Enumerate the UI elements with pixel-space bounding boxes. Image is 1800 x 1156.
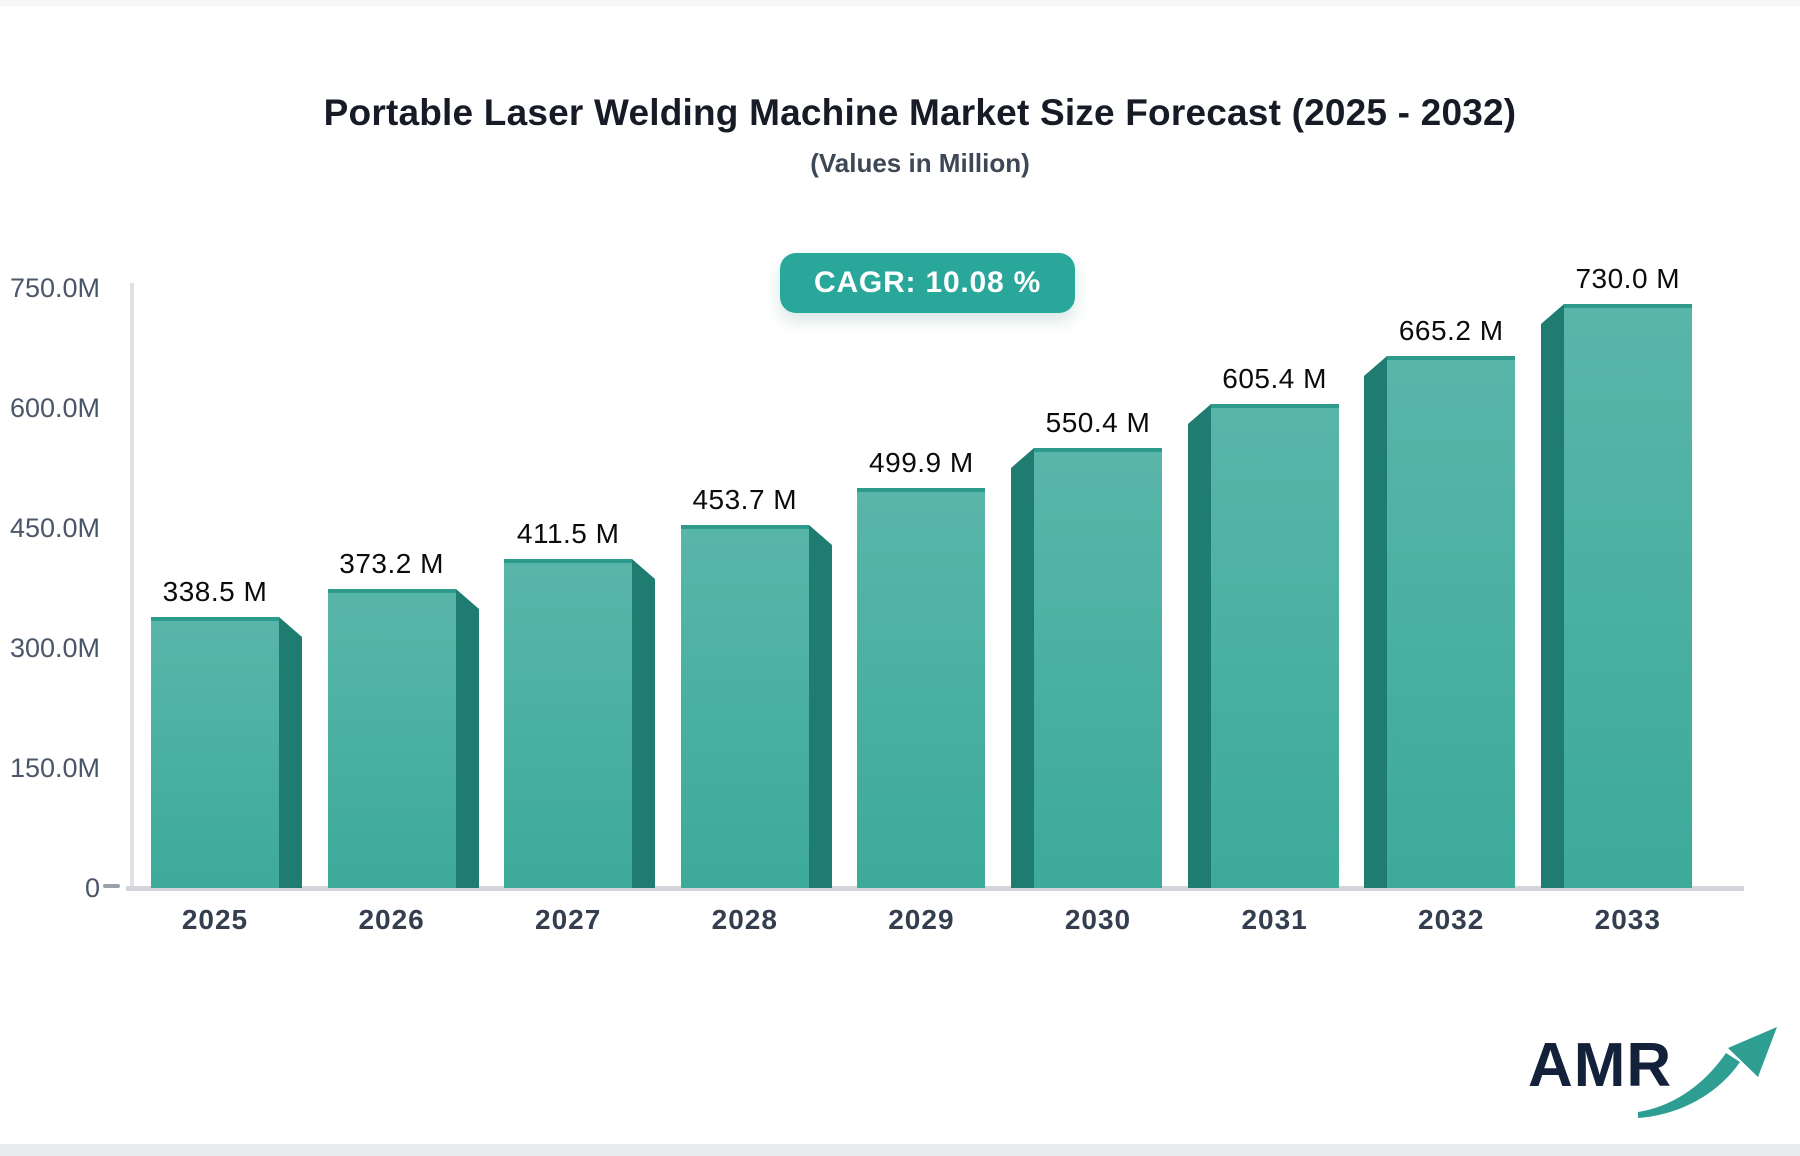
- x-axis-tick-label: 2031: [1241, 904, 1308, 935]
- bar-2027: [504, 559, 656, 893]
- chart-subtitle: (Values in Million): [810, 148, 1030, 178]
- bar-value-label: 665.2 M: [1398, 315, 1504, 346]
- top-border-strip: [0, 0, 1800, 6]
- amr-logo-arrow-icon: [1638, 1027, 1777, 1118]
- bar-value-label: 499.9 M: [869, 447, 974, 478]
- x-axis-tick-label: 2025: [181, 904, 249, 935]
- bar-2031: [1187, 404, 1339, 893]
- chart-title: Portable Laser Welding Machine Market Si…: [323, 92, 1517, 133]
- y-axis-tick-label: 150.0M: [9, 753, 100, 783]
- y-axis-tick-label: 0: [84, 873, 100, 903]
- bar-value-label: 730.0 M: [1575, 263, 1681, 294]
- x-axis-tick-label: 2032: [1418, 904, 1485, 935]
- zero-tick-mark: [103, 884, 120, 888]
- bar-2033: [1540, 304, 1692, 893]
- y-axis-tick-label: 300.0M: [9, 633, 100, 663]
- amr-logo-text: AMR: [1528, 1031, 1673, 1100]
- y-axis-line: [130, 283, 134, 888]
- bar-value-label: 605.4 M: [1222, 363, 1327, 394]
- x-axis-tick-label: 2030: [1064, 904, 1132, 935]
- bar-2029: [857, 488, 986, 893]
- x-axis-tick-label: 2028: [711, 904, 778, 935]
- bottom-border-strip: [0, 1144, 1800, 1156]
- bar-2028: [680, 525, 832, 893]
- y-axis-tick-label: 600.0M: [9, 393, 100, 423]
- cagr-badge: CAGR: 10.08 %: [780, 253, 1076, 313]
- bar-2032: [1364, 356, 1516, 893]
- bar-value-label: 411.5 M: [516, 518, 620, 549]
- y-axis-tick-label: 450.0M: [9, 513, 100, 543]
- bar-value-label: 550.4 M: [1045, 407, 1151, 438]
- bar-value-label: 373.2 M: [339, 548, 444, 579]
- x-axis-tick-label: 2026: [358, 904, 425, 935]
- x-axis-tick-label: 2029: [888, 904, 955, 935]
- x-axis-line: [126, 886, 1744, 891]
- amr-logo: AMR: [1528, 1022, 1777, 1122]
- bar-value-label: 453.7 M: [692, 484, 798, 515]
- bar-2030: [1011, 448, 1162, 893]
- bar-value-label: 338.5 M: [162, 576, 268, 607]
- y-axis-tick-label: 750.0M: [9, 273, 100, 303]
- bar-2025: [151, 617, 302, 893]
- x-axis-tick-label: 2033: [1594, 904, 1661, 935]
- bar-2026: [327, 589, 479, 893]
- x-axis-tick-label: 2027: [535, 904, 602, 935]
